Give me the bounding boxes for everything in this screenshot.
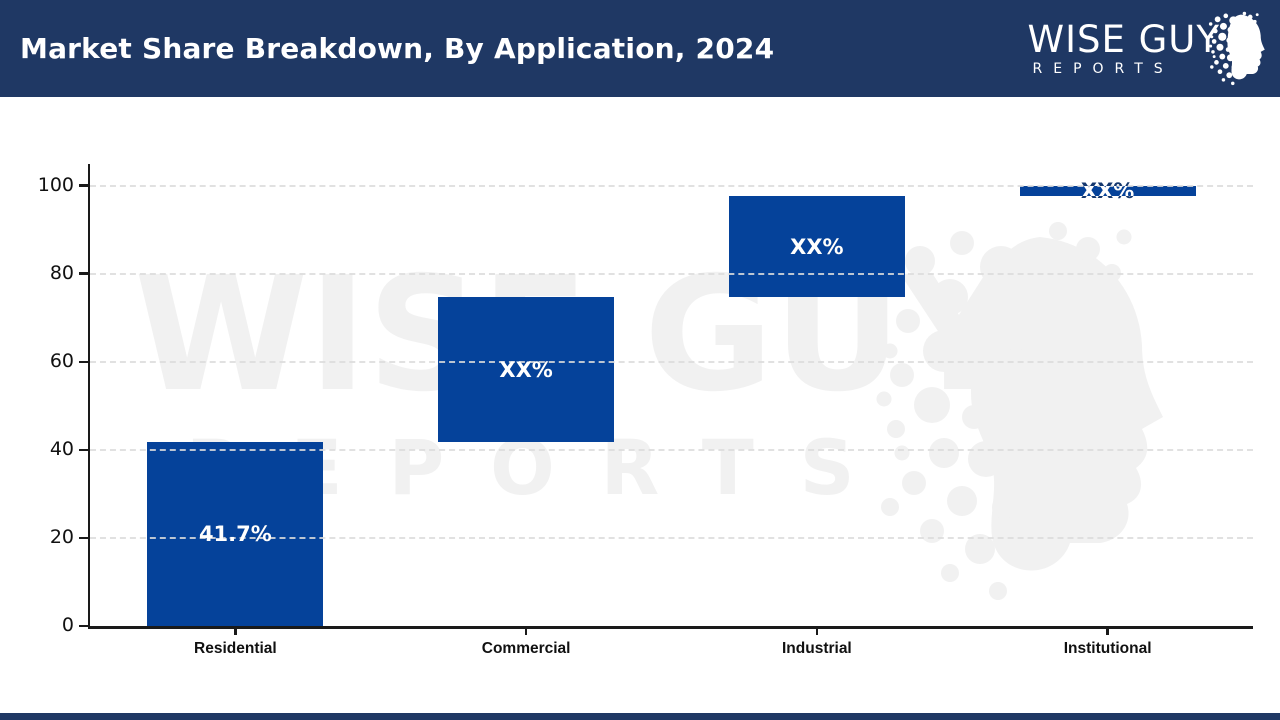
bar-value-label: XX% (499, 357, 553, 382)
page-title: Market Share Breakdown, By Application, … (20, 32, 775, 65)
x-tick-mark (815, 628, 819, 635)
bar-value-label: XX% (1081, 186, 1134, 196)
bar-label-outside: 41.7% (147, 442, 323, 626)
bar-label: XX% (1020, 186, 1196, 196)
x-axis-line (87, 626, 1253, 629)
y-tick-mark (79, 360, 88, 364)
bar-value-label: 41.7% (198, 522, 272, 547)
bar-industrial (728, 195, 905, 298)
watermark-head-icon (875, 222, 1163, 600)
y-tick-mark (79, 536, 88, 540)
gridline-20 (90, 536, 1253, 539)
x-axis-label-institutional: Institutional (1063, 640, 1152, 657)
x-tick-mark (234, 628, 237, 635)
gridline-80 (90, 272, 1253, 275)
bar-label-outside: XX% (1020, 179, 1196, 203)
y-tick-mark (79, 448, 88, 452)
bar-residential (147, 442, 324, 626)
bar-value-label: 41.7% (198, 522, 272, 547)
x-tick-mark (524, 628, 528, 635)
gridline-60 (90, 360, 1253, 363)
gridlines-layer (90, 168, 1253, 626)
logo-subtext: REPORTS (1032, 60, 1174, 77)
x-axis-label-commercial: Commercial (481, 640, 571, 657)
bar-label: XX% (729, 196, 905, 298)
bar-institutional (1019, 185, 1196, 196)
y-tick-label: 20 (49, 525, 74, 548)
y-axis-line (87, 164, 90, 629)
watermark-subtext: REPORTS (186, 423, 901, 512)
bar-value-label: XX% (790, 234, 844, 259)
y-tick-mark (79, 272, 88, 275)
bars-layer (90, 168, 1253, 626)
bar-value-label: XX% (499, 357, 553, 382)
watermark-wordmark: WISE GUY (134, 243, 1017, 427)
y-tick-label: 80 (49, 261, 74, 284)
bar-value-label: XX% (1080, 178, 1135, 203)
header: Market Share Breakdown, By Application, … (0, 0, 1280, 97)
axes-layer: 0 20 40 60 80 100 Residential Commercial Industr… (38, 164, 1253, 657)
y-tick-label: 100 (37, 173, 74, 196)
plot-area: WISE GUY REPORTS 41.7% 41.7% XX% XX% XX% XX% X… (38, 164, 1253, 657)
logo-head-icon (1208, 11, 1265, 85)
y-tick-mark (79, 184, 88, 187)
y-tick-label: 0 (61, 614, 74, 636)
bar-commercial (438, 297, 615, 443)
bar-labels-layer: 41.7%41.7%XX%XX%XX%XX%XX%XX% (90, 168, 1253, 626)
y-tick-label: 60 (49, 349, 74, 372)
watermark: WISE GUY REPORTS (90, 168, 1253, 626)
gridline-40 (90, 448, 1253, 451)
footer-bar (0, 713, 1280, 720)
bar-label: XX% (438, 297, 614, 442)
logo: WISE GUY REPORTS (1028, 11, 1270, 87)
logo-wordmark: WISE GUY (1027, 17, 1220, 61)
gridline-100 (90, 184, 1253, 187)
x-axis-label-industrial: Industrial (781, 640, 852, 657)
bar-value-label: XX% (790, 234, 844, 259)
bar-label-outside: XX% (438, 297, 614, 442)
x-axis-label-residential: Residential (194, 640, 277, 657)
logo-text: WISE GUY REPORTS (1028, 21, 1220, 77)
bar-label: 41.7% (147, 442, 323, 626)
y-tick-mark (79, 624, 88, 628)
x-tick-mark (1106, 628, 1109, 635)
bar-label-outside: XX% (729, 196, 905, 298)
y-tick-label: 40 (49, 437, 74, 460)
